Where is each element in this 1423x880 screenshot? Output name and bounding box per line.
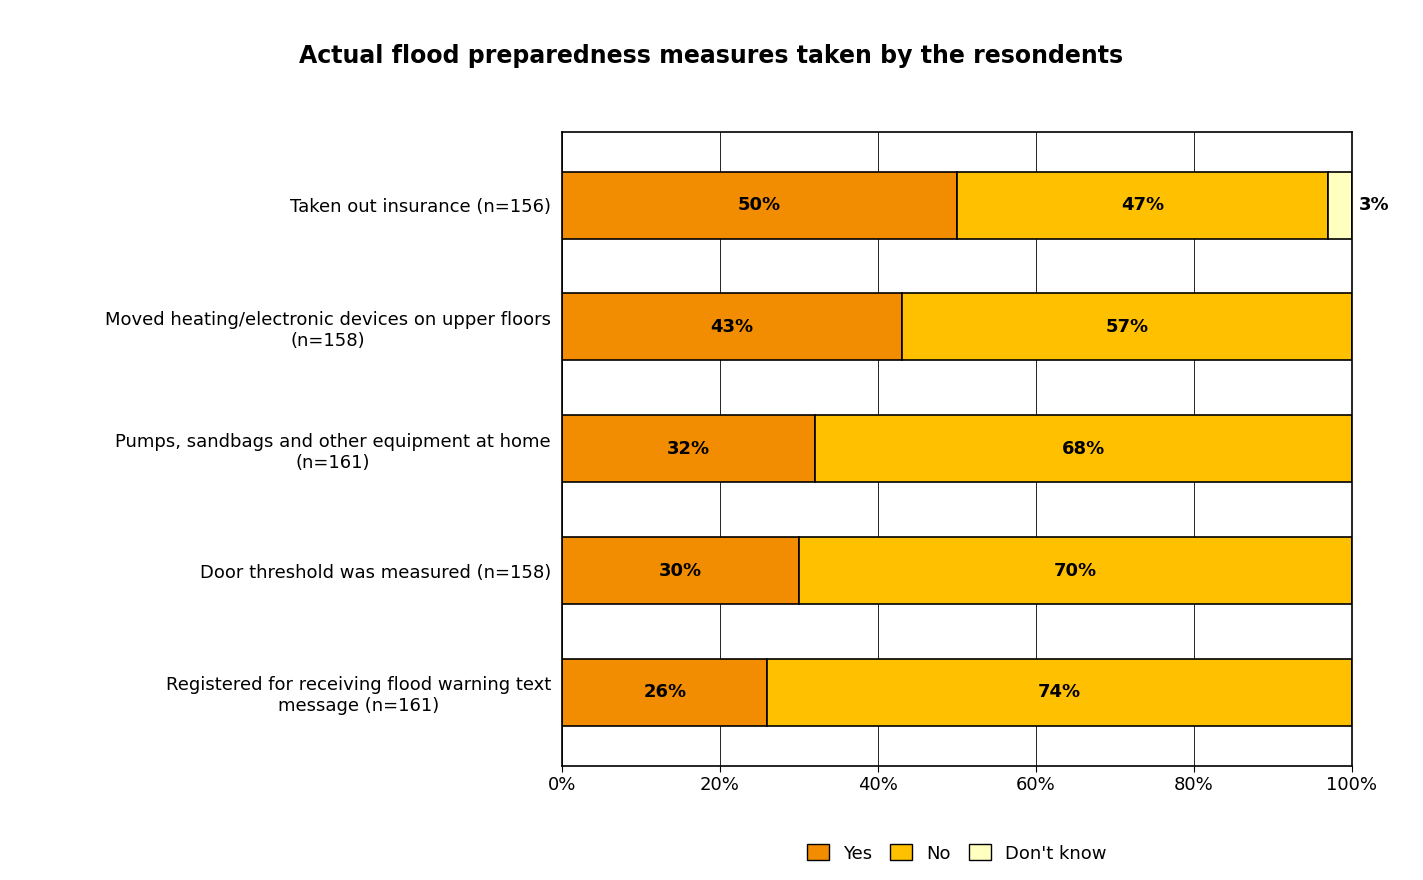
Bar xyxy=(958,172,1328,238)
Text: 30%: 30% xyxy=(659,561,702,580)
Text: 32%: 32% xyxy=(667,440,710,458)
Legend: Yes, No, Don't know: Yes, No, Don't know xyxy=(807,844,1107,862)
Text: 68%: 68% xyxy=(1062,440,1104,458)
Bar xyxy=(767,659,1352,726)
Text: Actual flood preparedness measures taken by the resondents: Actual flood preparedness measures taken… xyxy=(299,44,1124,68)
Bar xyxy=(1328,172,1352,238)
Text: 47%: 47% xyxy=(1121,196,1164,214)
Text: 3%: 3% xyxy=(1359,196,1389,214)
Text: 26%: 26% xyxy=(643,684,686,701)
Text: 70%: 70% xyxy=(1054,561,1097,580)
Bar xyxy=(815,415,1352,482)
Bar xyxy=(562,537,800,605)
Bar xyxy=(800,537,1352,605)
Bar xyxy=(562,293,902,361)
Text: 57%: 57% xyxy=(1106,318,1148,336)
Bar xyxy=(562,172,958,238)
Text: 43%: 43% xyxy=(710,318,753,336)
Bar xyxy=(562,415,815,482)
Text: 74%: 74% xyxy=(1037,684,1081,701)
Bar xyxy=(562,659,767,726)
Bar xyxy=(902,293,1352,361)
Text: 50%: 50% xyxy=(739,196,781,214)
